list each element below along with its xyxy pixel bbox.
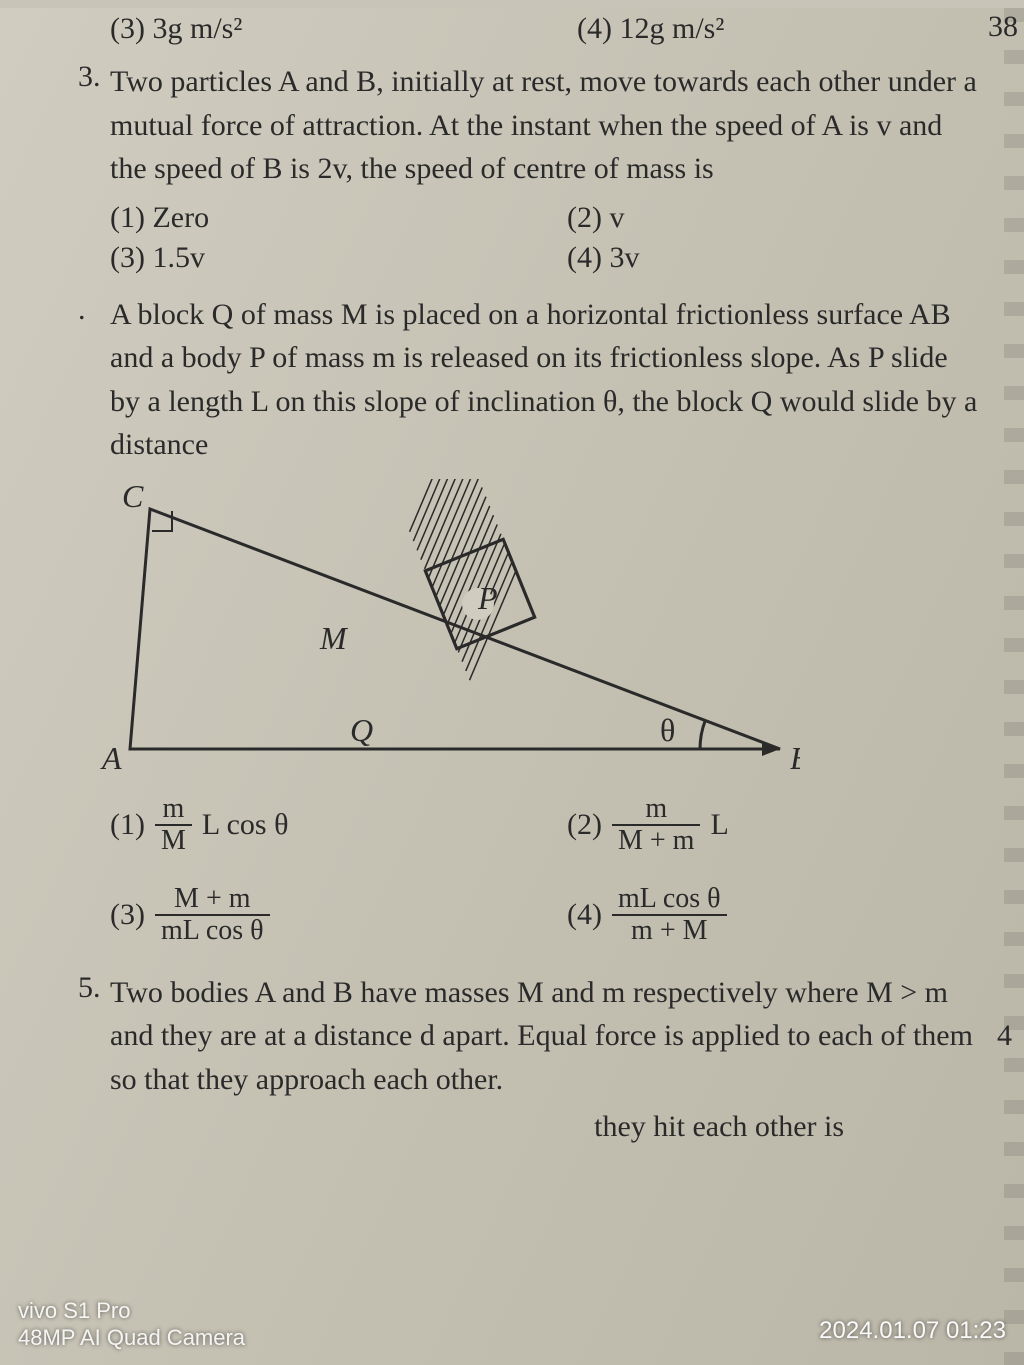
- q34-opt3: (3) M + m mL cos θ: [110, 879, 527, 951]
- option-4: (4) 12g m/s²: [577, 12, 984, 46]
- q35-tail-line: XXXXXXXXXXXXXXXXXXXXXX they hit each oth…: [110, 1105, 984, 1149]
- svg-text:P: P: [477, 580, 498, 616]
- opt2-tail: L: [710, 808, 728, 842]
- q34-text: A block Q of mass M is placed on a horiz…: [110, 293, 984, 467]
- q33-opt2: (2) v: [567, 201, 984, 235]
- opt2-prefix: (2): [567, 808, 602, 842]
- opt4-prefix: (4): [567, 898, 602, 932]
- svg-text:B: B: [790, 740, 800, 776]
- question-33: 3. Two particles A and B, initially at r…: [60, 60, 984, 275]
- q35-marker: 5.: [78, 971, 101, 1005]
- q33-marker: 3.: [78, 60, 101, 94]
- q34-opt1: (1) m M L cos θ: [110, 789, 527, 861]
- q35-text: Two bodies A and B have masses M and m r…: [110, 971, 984, 1102]
- q33-opt1: (1) Zero: [110, 201, 527, 235]
- question-34: . A block Q of mass M is placed on a hor…: [60, 293, 984, 951]
- page-root: 38 (3) 3g m/s² (4) 12g m/s² 3. Two parti…: [0, 8, 1024, 1365]
- q33-opt3: (3) 1.5v: [110, 241, 527, 275]
- watermark-line1: vivo S1 Pro: [18, 1298, 245, 1324]
- opt4-frac: mL cos θ m + M: [612, 884, 727, 945]
- margin-dashes: [1004, 8, 1024, 1365]
- page-number: 38: [988, 10, 1018, 44]
- q34-options: (1) m M L cos θ (2) m M + m L (3) M + m: [110, 789, 984, 951]
- q35-right-fragment: 4: [997, 1019, 1012, 1053]
- q34-opt4: (4) mL cos θ m + M: [567, 879, 984, 951]
- timestamp-watermark: 2024.01.07 01:23: [819, 1317, 1006, 1345]
- opt4-den: m + M: [612, 916, 727, 945]
- opt4-num: mL cos θ: [612, 884, 727, 915]
- opt1-tail: L cos θ: [202, 808, 289, 842]
- q33-text: Two particles A and B, initially at rest…: [110, 60, 984, 191]
- opt1-prefix: (1): [110, 808, 145, 842]
- svg-text:M: M: [319, 620, 349, 656]
- q34-figure-wrap: A B C M Q Pθ: [100, 479, 984, 779]
- q35-body: Two bodies A and B have masses M and m r…: [110, 976, 973, 1096]
- svg-text:Q: Q: [350, 712, 373, 748]
- q34-marker: .: [78, 293, 86, 327]
- q33-options: (1) Zero (2) v (3) 1.5v (4) 3v: [110, 201, 984, 275]
- question-35: 5. Two bodies A and B have masses M and …: [60, 971, 984, 1149]
- opt1-num: m: [155, 794, 192, 825]
- q33-opt4: (4) 3v: [567, 241, 984, 275]
- svg-text:θ: θ: [660, 712, 675, 748]
- incline-diagram: A B C M Q Pθ: [100, 479, 800, 779]
- opt1-frac: m M: [155, 794, 192, 855]
- device-watermark: vivo S1 Pro 48MP AI Quad Camera: [18, 1298, 245, 1351]
- opt2-num: m: [612, 794, 700, 825]
- q34-opt2: (2) m M + m L: [567, 789, 984, 861]
- q35-tail: they hit each other is: [594, 1110, 844, 1143]
- svg-text:A: A: [100, 740, 122, 776]
- opt3-den: mL cos θ: [155, 916, 270, 945]
- option-3: (3) 3g m/s²: [110, 12, 517, 46]
- opt2-frac: m M + m: [612, 794, 700, 855]
- svg-text:C: C: [122, 479, 144, 514]
- prev-question-options: (3) 3g m/s² (4) 12g m/s²: [110, 8, 984, 46]
- opt1-den: M: [155, 826, 192, 855]
- opt3-prefix: (3): [110, 898, 145, 932]
- watermark-line2: 48MP AI Quad Camera: [18, 1325, 245, 1351]
- opt2-den: M + m: [612, 826, 700, 855]
- opt3-num: M + m: [155, 884, 270, 915]
- opt3-frac: M + m mL cos θ: [155, 884, 270, 945]
